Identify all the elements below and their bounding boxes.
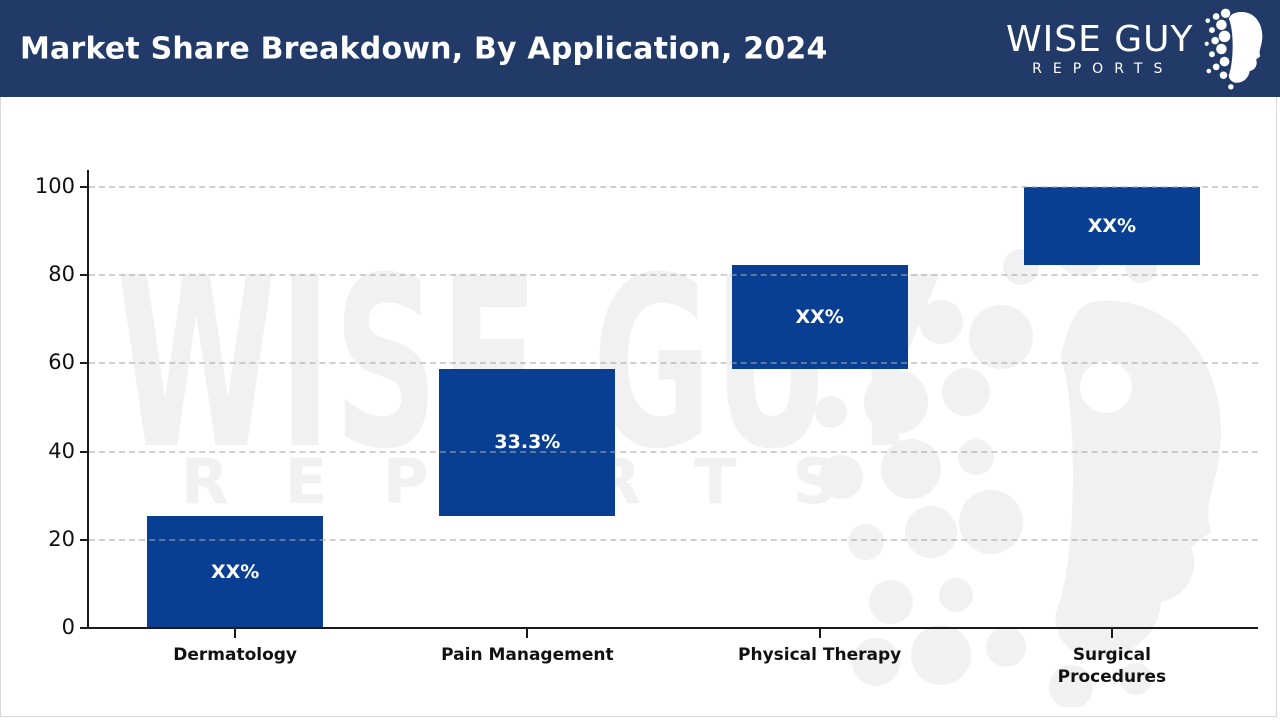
y-tick-mark <box>80 362 89 365</box>
y-tick-label: 60 <box>48 350 75 375</box>
bar-value-label: 33.3% <box>494 431 561 454</box>
gridline <box>89 274 1258 277</box>
bar: XX% <box>1023 187 1200 266</box>
page-title: Market Share Breakdown, By Application, … <box>20 31 828 66</box>
x-tick-mark <box>818 629 821 638</box>
bar-value-label: XX% <box>795 305 844 328</box>
y-tick-mark <box>80 186 89 188</box>
header-bar: Market Share Breakdown, By Application, … <box>0 0 1280 97</box>
bar-value-label: XX% <box>1087 215 1137 238</box>
chart-canvas: WISE GUY REPORTS 020406080100XX%Dermatol… <box>0 97 1277 717</box>
y-tick-label: 40 <box>48 438 75 463</box>
y-tick-mark <box>80 274 89 277</box>
y-axis-line <box>87 170 89 629</box>
y-tick-mark <box>80 627 89 629</box>
x-category-label: Dermatology <box>173 645 298 665</box>
gridline <box>89 538 1258 541</box>
x-tick-mark <box>234 629 237 638</box>
x-axis-line <box>87 627 1258 629</box>
wise-guy-face-icon <box>1204 8 1262 90</box>
y-tick-label: 20 <box>48 526 75 551</box>
bar: XX% <box>731 265 908 369</box>
y-tick-label: 0 <box>61 615 75 639</box>
x-category-label: Surgical Procedures <box>1057 645 1167 688</box>
plot-area: 0 20 40 60 80 100 XX% Dermatology 33.3% Pain Mana… <box>1 97 1276 716</box>
brand-logo: WISE GUY REPORTS <box>1006 6 1266 92</box>
bar: XX% <box>147 515 324 628</box>
y-tick-label: 100 <box>34 174 75 198</box>
y-tick-mark <box>80 538 89 541</box>
brand-logo-name: WISE GUY <box>1006 19 1194 61</box>
x-tick-mark <box>526 629 529 638</box>
y-tick-mark <box>80 450 89 453</box>
x-tick-mark <box>1110 629 1113 638</box>
x-category-label: Physical Therapy <box>738 645 902 665</box>
bar-value-label: XX% <box>210 560 260 583</box>
bar: 33.3% <box>439 368 616 516</box>
brand-logo-subtitle: REPORTS <box>1032 60 1174 77</box>
y-tick-label: 80 <box>48 262 75 287</box>
gridline <box>89 362 1258 365</box>
gridline <box>89 186 1258 188</box>
x-category-label: Pain Management <box>441 645 614 665</box>
gridline <box>89 450 1258 453</box>
brand-logo-text: WISE GUY REPORTS <box>1006 21 1194 77</box>
